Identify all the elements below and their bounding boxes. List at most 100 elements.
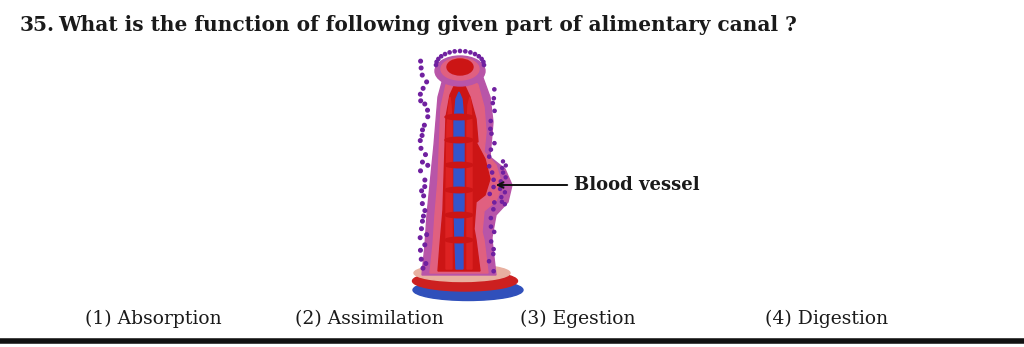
Circle shape bbox=[488, 192, 492, 196]
Text: (4) Digestion: (4) Digestion bbox=[765, 310, 888, 328]
Circle shape bbox=[489, 132, 494, 135]
Circle shape bbox=[424, 262, 428, 265]
Circle shape bbox=[502, 160, 505, 163]
Circle shape bbox=[493, 230, 496, 234]
Circle shape bbox=[489, 119, 493, 122]
Circle shape bbox=[443, 52, 446, 56]
Circle shape bbox=[453, 50, 457, 53]
Circle shape bbox=[469, 51, 472, 54]
Circle shape bbox=[421, 266, 425, 270]
Circle shape bbox=[504, 191, 507, 194]
Circle shape bbox=[492, 247, 496, 251]
Circle shape bbox=[424, 153, 427, 156]
Circle shape bbox=[464, 50, 467, 53]
Circle shape bbox=[421, 202, 424, 205]
Circle shape bbox=[421, 160, 424, 164]
Polygon shape bbox=[438, 82, 490, 271]
Circle shape bbox=[490, 171, 494, 174]
Ellipse shape bbox=[445, 187, 473, 193]
Circle shape bbox=[421, 86, 425, 90]
Circle shape bbox=[419, 99, 423, 103]
Circle shape bbox=[447, 51, 452, 54]
Ellipse shape bbox=[445, 162, 473, 168]
Circle shape bbox=[419, 248, 422, 252]
Circle shape bbox=[422, 214, 425, 218]
Circle shape bbox=[422, 194, 425, 198]
Circle shape bbox=[504, 203, 506, 206]
Circle shape bbox=[489, 225, 493, 228]
Circle shape bbox=[493, 97, 496, 100]
Circle shape bbox=[493, 109, 497, 112]
Ellipse shape bbox=[447, 59, 473, 75]
Circle shape bbox=[501, 184, 504, 187]
Ellipse shape bbox=[441, 58, 479, 80]
Polygon shape bbox=[467, 97, 472, 269]
Ellipse shape bbox=[445, 114, 473, 120]
Circle shape bbox=[493, 88, 496, 91]
Polygon shape bbox=[454, 92, 464, 269]
Circle shape bbox=[426, 115, 429, 119]
Circle shape bbox=[493, 201, 496, 204]
Circle shape bbox=[500, 196, 503, 198]
Circle shape bbox=[477, 55, 480, 58]
Circle shape bbox=[482, 64, 485, 67]
Circle shape bbox=[420, 134, 424, 137]
Circle shape bbox=[423, 185, 427, 188]
Ellipse shape bbox=[413, 271, 517, 291]
Circle shape bbox=[500, 180, 502, 183]
Circle shape bbox=[425, 233, 428, 236]
Circle shape bbox=[473, 52, 476, 56]
Circle shape bbox=[489, 240, 493, 243]
Circle shape bbox=[419, 169, 422, 173]
Circle shape bbox=[419, 146, 423, 150]
Ellipse shape bbox=[445, 137, 473, 143]
Circle shape bbox=[423, 209, 427, 212]
Text: (2) Assimilation: (2) Assimilation bbox=[295, 310, 443, 328]
Ellipse shape bbox=[445, 237, 473, 243]
Circle shape bbox=[492, 185, 496, 189]
Circle shape bbox=[482, 60, 485, 64]
Ellipse shape bbox=[414, 264, 510, 281]
Circle shape bbox=[501, 200, 504, 203]
Text: 35.: 35. bbox=[20, 15, 55, 35]
Circle shape bbox=[487, 155, 490, 158]
Circle shape bbox=[423, 178, 427, 182]
Circle shape bbox=[419, 236, 422, 239]
Circle shape bbox=[420, 227, 423, 230]
Circle shape bbox=[492, 178, 496, 181]
Circle shape bbox=[420, 257, 423, 261]
Text: (1) Absorption: (1) Absorption bbox=[85, 310, 221, 328]
Circle shape bbox=[423, 243, 427, 247]
Circle shape bbox=[421, 219, 424, 223]
Circle shape bbox=[488, 127, 492, 130]
Circle shape bbox=[426, 163, 429, 167]
Circle shape bbox=[423, 124, 426, 127]
Circle shape bbox=[492, 101, 495, 105]
Circle shape bbox=[487, 165, 490, 168]
Circle shape bbox=[501, 167, 504, 170]
Circle shape bbox=[493, 270, 496, 273]
Circle shape bbox=[439, 55, 442, 58]
Circle shape bbox=[489, 217, 493, 220]
Circle shape bbox=[434, 64, 437, 67]
Circle shape bbox=[421, 73, 424, 77]
Ellipse shape bbox=[435, 56, 485, 86]
Circle shape bbox=[487, 260, 490, 263]
Circle shape bbox=[421, 128, 424, 132]
Polygon shape bbox=[422, 59, 512, 275]
Polygon shape bbox=[430, 69, 502, 273]
Circle shape bbox=[419, 92, 422, 96]
Text: (3) Egestion: (3) Egestion bbox=[520, 310, 636, 328]
Circle shape bbox=[489, 148, 493, 151]
Circle shape bbox=[502, 171, 505, 174]
Circle shape bbox=[419, 66, 423, 70]
Circle shape bbox=[437, 57, 440, 60]
Circle shape bbox=[435, 60, 438, 64]
Circle shape bbox=[499, 187, 502, 191]
Circle shape bbox=[426, 108, 429, 112]
Circle shape bbox=[419, 139, 422, 142]
Circle shape bbox=[480, 57, 483, 60]
Ellipse shape bbox=[445, 212, 473, 218]
Polygon shape bbox=[446, 97, 452, 269]
Text: What is the function of following given part of alimentary canal ?: What is the function of following given … bbox=[58, 15, 797, 35]
